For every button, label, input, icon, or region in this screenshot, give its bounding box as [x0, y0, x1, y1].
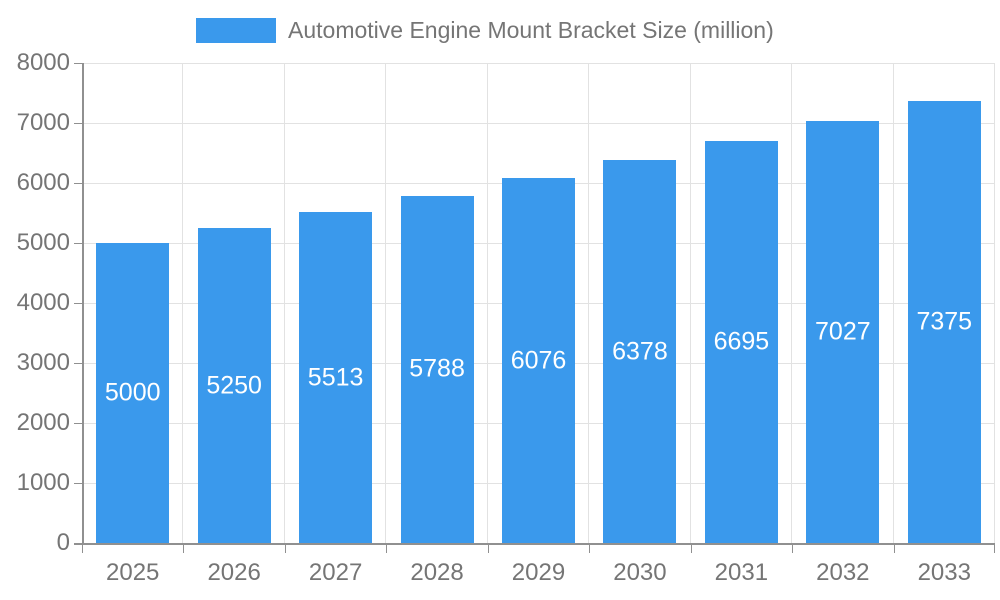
- x-axis-label: 2030: [613, 559, 667, 586]
- x-axis-tick: [994, 543, 995, 553]
- y-axis-label: 6000: [16, 169, 70, 196]
- gridline-vertical: [689, 63, 691, 543]
- bar-value-label: 6076: [510, 346, 567, 375]
- gridline-vertical: [588, 63, 590, 543]
- x-axis-tick: [690, 543, 692, 553]
- y-axis-tick: [74, 123, 82, 124]
- bar-value-label: 5513: [307, 363, 364, 392]
- bar-2028[interactable]: 5788: [400, 195, 474, 543]
- gridline-vertical: [486, 63, 488, 543]
- bar-value-label: 6378: [612, 337, 668, 366]
- bar-2027[interactable]: 5513: [299, 212, 373, 543]
- y-axis-label: 4000: [16, 289, 70, 316]
- y-axis-tick: [74, 543, 82, 544]
- plot-area: 5000 5250 5513 5788 6076 6378 6695 7027 7375: [74, 63, 995, 553]
- x-axis-label: 2032: [816, 559, 870, 586]
- gridline-vertical: [994, 63, 995, 543]
- bar-value-label: 5000: [104, 378, 161, 407]
- gridline-vertical: [283, 63, 285, 543]
- y-axis-label: 2000: [16, 409, 70, 436]
- x-axis-tick: [893, 543, 895, 553]
- x-axis-label: 2027: [308, 559, 363, 586]
- x-axis-tick: [487, 543, 489, 553]
- y-axis-label: 8000: [16, 49, 70, 76]
- x-axis-tick: [386, 543, 388, 553]
- bar-value-label: 7375: [916, 307, 973, 336]
- x-axis-line: [74, 543, 995, 545]
- gridline-vertical: [385, 63, 387, 543]
- bar-2025[interactable]: 5000: [96, 243, 170, 543]
- y-axis-tick: [74, 243, 82, 244]
- y-axis-label: 7000: [16, 109, 70, 136]
- y-axis-tick: [74, 423, 82, 424]
- y-axis-line: [82, 63, 84, 543]
- bar-2032[interactable]: 7027: [806, 121, 880, 543]
- x-axis-tick: [183, 543, 185, 553]
- y-axis-tick: [74, 303, 82, 304]
- legend-swatch[interactable]: [196, 17, 276, 43]
- y-axis-label: 0: [56, 529, 70, 556]
- y-axis-tick: [74, 363, 82, 364]
- y-axis-label: 3000: [16, 349, 70, 376]
- bar-2026[interactable]: 5250: [197, 228, 271, 543]
- bar-2029[interactable]: 6076: [502, 178, 575, 543]
- gridline-horizontal: [82, 123, 995, 124]
- gridline-horizontal: [82, 63, 995, 64]
- x-axis-tick: [284, 543, 286, 553]
- y-axis-tick: [74, 63, 82, 64]
- bar-value-label: 5250: [206, 371, 262, 399]
- bar-value-label: 7027: [815, 317, 871, 346]
- y-axis-label: 1000: [16, 469, 70, 496]
- x-axis-tick: [792, 543, 794, 553]
- bar-value-label: 6695: [713, 327, 770, 356]
- x-axis-tick: [589, 543, 591, 553]
- bar-value-label: 5788: [409, 354, 465, 383]
- bar-2033[interactable]: 7375: [907, 100, 981, 543]
- legend[interactable]: Automotive Engine Mount Bracket Size (mi…: [196, 14, 774, 46]
- gridline-vertical: [791, 63, 793, 543]
- x-axis-label: 2029: [511, 559, 566, 586]
- x-axis-label: 2028: [410, 559, 464, 586]
- y-axis-tick: [74, 183, 82, 184]
- bar-2030[interactable]: 6378: [603, 160, 677, 543]
- bar-2031[interactable]: 6695: [704, 141, 778, 543]
- y-axis-label: 5000: [16, 229, 70, 256]
- x-axis-label: 2025: [106, 559, 160, 586]
- x-axis-label: 2033: [917, 559, 971, 586]
- gridline-vertical: [892, 63, 894, 543]
- x-axis-label: 2026: [207, 559, 261, 586]
- x-axis-label: 2031: [714, 559, 769, 586]
- y-axis-tick: [74, 483, 82, 484]
- x-axis-tick: [82, 543, 83, 553]
- legend-label: Automotive Engine Mount Bracket Size (mi…: [288, 16, 774, 43]
- gridline-vertical: [182, 63, 184, 543]
